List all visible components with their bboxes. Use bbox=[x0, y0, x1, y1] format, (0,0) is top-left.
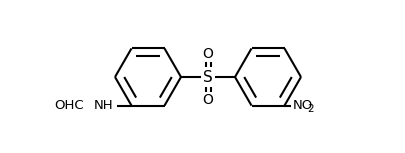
Text: NH: NH bbox=[94, 99, 113, 112]
Text: S: S bbox=[203, 69, 213, 84]
Text: NO: NO bbox=[292, 99, 313, 112]
Text: 2: 2 bbox=[307, 104, 314, 114]
Text: OHC: OHC bbox=[54, 99, 83, 112]
Text: O: O bbox=[202, 47, 213, 61]
Text: O: O bbox=[202, 93, 213, 107]
